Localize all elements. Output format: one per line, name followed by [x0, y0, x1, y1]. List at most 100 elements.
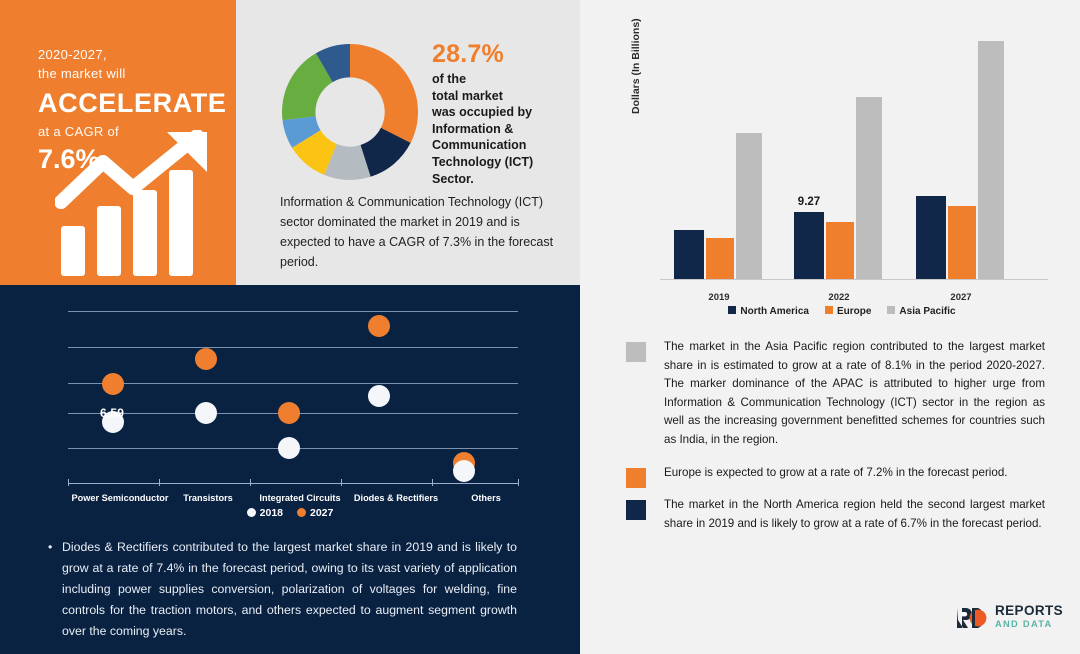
logo-line-1: REPORTS: [995, 603, 1064, 618]
rd-monogram-icon: [957, 608, 987, 628]
regional-bar-chart: Dollars (In Billions) 9.27 2019 2022 20: [630, 18, 1052, 317]
note-north-america: The market in the North America region h…: [620, 496, 1045, 533]
bar-legend-north-america: North America: [728, 306, 809, 317]
bar-chart-baseline: [660, 279, 1048, 280]
segment-dot-chart: 6.59: [62, 301, 524, 491]
donut-chart-svg: [282, 43, 419, 181]
growth-arrow-bar-chart-icon: [55, 130, 207, 276]
dot-chart-legend: 2018 2027: [0, 507, 580, 519]
donut-slice-d: [292, 130, 337, 175]
brand-logo[interactable]: REPORTS AND DATA: [955, 603, 1073, 637]
gridline: [68, 347, 518, 348]
dot-2027-integrated-circuits: [278, 402, 300, 424]
accelerate-subtitle: the market will: [38, 66, 126, 81]
legend-swatch-europe: [824, 306, 833, 314]
axis-tick: [341, 479, 342, 486]
donut-chart: [280, 42, 420, 182]
donut-slice-g: [315, 44, 350, 83]
ict-share-callout: 28.7% of the total market was occupied b…: [432, 40, 572, 187]
bar-2022-europe: [826, 222, 854, 279]
donut-slice-c: [324, 144, 371, 181]
legend-label-asia-pacific: Asia Pacific: [899, 306, 956, 317]
right-column: Dollars (In Billions) 9.27 2019 2022 20: [580, 0, 1080, 654]
accelerate-text-block: 2020-2027, the market will ACCELERATE at…: [38, 45, 228, 176]
bar-2022-north-america: [794, 212, 824, 279]
legend-swatch-2018: [246, 508, 256, 517]
bar-chart-legend: North America Europe Asia Pacific: [632, 306, 1052, 317]
dot-cat-integrated-circuits: Integrated Circuits: [259, 493, 341, 503]
dot-cat-others: Others: [471, 493, 501, 503]
note-europe: Europe is expected to grow at a rate of …: [620, 464, 1045, 488]
dot-value-label: 6.59: [100, 406, 125, 420]
dot-2018-diodes-rectifiers: [368, 385, 390, 407]
logo-line-2: AND DATA: [995, 619, 1053, 629]
bar-cat-2027: 2027: [950, 292, 972, 303]
ict-share-description: of the total market was occupied by Info…: [432, 72, 534, 186]
axis-tick: [518, 479, 519, 486]
ict-note: Information & Communication Technology (…: [280, 195, 554, 269]
donut-panel: 28.7% of the total market was occupied b…: [236, 0, 580, 285]
axis-tick: [159, 479, 160, 486]
dot-cat-power-semiconductor: Power Semiconductor: [71, 493, 169, 503]
bar-cat-2022: 2022: [828, 292, 850, 303]
note-text-north-america: The market in the North America region h…: [664, 498, 1045, 530]
navy-panel: 6.59 Power Semiconductor Transistors Int…: [0, 285, 580, 654]
note-swatch-asia-pacific: [626, 342, 646, 362]
bar-2027-north-america: [916, 196, 946, 279]
note-swatch-north-america: [626, 500, 646, 521]
dot-2027-power-semiconductor: [102, 373, 124, 395]
legend-label-north-america: North America: [740, 306, 809, 317]
accelerate-panel: 2020-2027, the market will ACCELERATE at…: [0, 0, 236, 285]
legend-swatch-2027: [297, 508, 306, 517]
bar-2027-asia-pacific: [978, 41, 1004, 279]
bar-2027-europe: [948, 206, 976, 279]
dot-cat-diodes-rectifiers: Diodes & Rectifiers: [353, 493, 439, 503]
bar-legend-asia-pacific: Asia Pacific: [887, 306, 956, 317]
axis-tick: [432, 479, 433, 486]
note-text-asia-pacific: The market in the Asia Pacific region co…: [664, 340, 1045, 446]
dot-2027-transistors: [195, 348, 217, 370]
diodes-bullet-note: • Diodes & Rectifiers contributed to the …: [48, 537, 517, 642]
logo-wordmark: REPORTS AND DATA: [995, 604, 1063, 630]
bar-2022-asia-pacific: [856, 97, 882, 279]
accelerate-period: 2020-2027,: [38, 47, 107, 62]
axis-tick: [68, 479, 69, 486]
bar-2019-north-america: [674, 230, 704, 279]
legend-swatch-asia-pacific: [887, 306, 896, 314]
dot-2027-diodes-rectifiers: [368, 315, 390, 337]
donut-slice-e: [282, 116, 321, 148]
legend-swatch-north-america: [728, 306, 737, 314]
diodes-bullet-text: Diodes & Rectifiers contributed to the l…: [62, 540, 517, 638]
bar-value-label-2022-north-america: 9.27: [797, 196, 821, 208]
left-column: 2020-2027, the market will ACCELERATE at…: [0, 0, 580, 654]
dot-2018-others: [453, 460, 475, 482]
dot-chart-axis: [68, 483, 518, 484]
dot-chart-category-labels: Power Semiconductor Transistors Integrat…: [62, 492, 524, 532]
legend-label-europe: Europe: [836, 306, 872, 317]
axis-tick: [250, 479, 251, 486]
note-swatch-europe: [626, 467, 646, 488]
accelerate-cagr-label: at a CAGR of: [38, 124, 119, 139]
bar-chart-plot-area: 9.27 2019 2022 2027: [660, 24, 1048, 303]
dot-2018-power-semiconductor: [102, 411, 124, 433]
bar-chart-y-axis-label: Dollars (In Billions): [630, 18, 642, 114]
bullet-icon: •: [48, 540, 53, 554]
gridline: [68, 383, 518, 384]
bar-legend-europe: Europe: [824, 306, 872, 317]
ict-share-value: 28.7%: [432, 40, 504, 68]
legend-label-2027: 2027: [310, 507, 334, 519]
note-asia-pacific: The market in the Asia Pacific region co…: [620, 338, 1045, 450]
bar-2019-europe: [706, 238, 734, 279]
regional-notes-list: The market in the Asia Pacific region co…: [620, 338, 1045, 547]
dot-cat-transistors: Transistors: [183, 493, 233, 503]
donut-slice-ict: [350, 43, 419, 143]
dot-2018-integrated-circuits: [278, 437, 300, 459]
accelerate-headline: ACCELERATE: [38, 88, 227, 118]
dot-2018-transistors: [195, 402, 217, 424]
note-text-europe: Europe is expected to grow at a rate of …: [664, 465, 1008, 479]
donut-slice-f: [282, 53, 333, 121]
bar-2019-asia-pacific: [736, 133, 762, 279]
legend-label-2018: 2018: [259, 507, 283, 519]
bar-cat-2019: 2019: [708, 292, 730, 303]
